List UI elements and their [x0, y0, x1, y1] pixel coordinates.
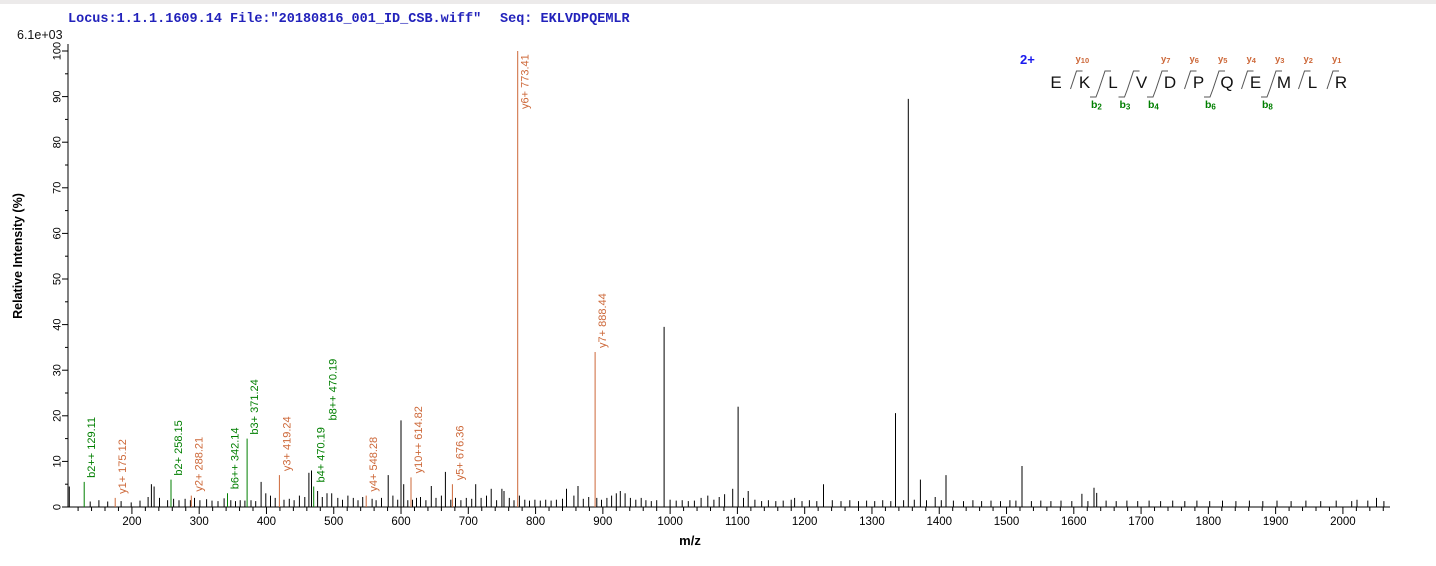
peak-label: y2+ 288.21 [193, 437, 205, 492]
y-tick-label: 60 [52, 227, 64, 239]
y-axis-ticks: 0 10 20 30 40 50 60 70 80 90 100 [52, 42, 68, 510]
x-tick-label: 800 [526, 516, 545, 528]
x-axis-title: m/z [679, 533, 701, 548]
y-ion-label: y3 [1275, 54, 1284, 65]
peak-label: y7+ 888.44 [597, 293, 609, 348]
x-tick-label: 1600 [1061, 516, 1087, 528]
y-tick-label: 80 [52, 136, 64, 148]
x-tick-label: 2000 [1330, 516, 1356, 528]
residue-letter: L [1108, 73, 1117, 92]
x-tick-label: 1700 [1128, 516, 1154, 528]
b-fragment-mark [1204, 88, 1214, 98]
fragment-mark [1098, 70, 1111, 90]
fragment-mark [1326, 70, 1339, 90]
residue-letter: K [1079, 73, 1091, 92]
y-tick-label: 40 [52, 318, 64, 330]
fragment-mark [1127, 70, 1140, 90]
peak-label: b2++ 129.11 [86, 417, 98, 478]
x-tick-label: 600 [391, 516, 410, 528]
y-ion-label: y2 [1304, 54, 1313, 65]
x-tick-label: 200 [122, 516, 141, 528]
y-tick-label: 0 [52, 504, 64, 510]
axes [67, 44, 1390, 508]
peak-label: y5+ 676.36 [454, 425, 466, 480]
x-tick-label: 1500 [994, 516, 1020, 528]
fragment-mark [1155, 70, 1168, 90]
residue-letter: E [1050, 73, 1061, 92]
residue-letter: P [1193, 73, 1204, 92]
labeled-peaks: b2++ 129.11 y1+ 175.12 b2+ 258.15 y2+ 288.2… [83, 51, 609, 507]
fragment-mark [1269, 70, 1282, 90]
peak-label: y6+ 773.41 [520, 54, 532, 109]
x-tick-label: 1800 [1196, 516, 1222, 528]
x-tick-label: 1900 [1263, 516, 1289, 528]
intensity-scale-label: 6.1e+03 [17, 28, 63, 42]
y-tick-label: 90 [52, 90, 64, 102]
peak-label: y10++ 614.82 [413, 406, 425, 473]
fragment-mark [1298, 70, 1311, 90]
b-ion-label: b3 [1120, 99, 1131, 112]
b-ion-label: b4 [1148, 99, 1159, 112]
peak-label: b3+ 371.24 [249, 379, 261, 434]
locus-file-header: Locus:1.1.1.1609.14 File:"20180816_001_I… [68, 12, 482, 27]
peak-label: b2+ 258.15 [173, 420, 185, 475]
x-tick-label: 700 [459, 516, 478, 528]
residue-letter: E [1250, 73, 1261, 92]
fragment-mark [1241, 70, 1254, 90]
y-ion-label: y10 [1076, 54, 1090, 65]
peak-label: b6++ 342.14 [230, 428, 242, 490]
y-tick-label: 70 [52, 182, 64, 194]
residue-letter: D [1164, 73, 1176, 92]
x-tick-label: 400 [257, 516, 276, 528]
y-ion-label: y5 [1218, 54, 1227, 65]
mass-spectrum-plot[interactable]: 0 10 20 30 40 50 60 70 80 90 100 200 300 400 500 600 700… [0, 4, 1436, 566]
fragment-mark [1184, 70, 1197, 90]
x-tick-label: 1000 [657, 516, 683, 528]
residue-letter: M [1277, 73, 1291, 92]
x-tick-label: 1400 [926, 516, 952, 528]
fragment-mark [1070, 70, 1083, 90]
b-ion-label: b2 [1091, 99, 1102, 112]
y-ion-label: y7 [1161, 54, 1170, 65]
residue-letter: Q [1220, 73, 1233, 92]
y-ion-label: y6 [1190, 54, 1199, 65]
seq-label: Seq: [500, 12, 541, 27]
x-tick-label: 900 [593, 516, 612, 528]
y-tick-label: 50 [52, 273, 64, 285]
seq-value: EKLVDPQEMLR [540, 12, 630, 27]
y-ion-label: y4 [1247, 54, 1257, 65]
b-fragment-mark [1261, 88, 1271, 98]
x-tick-label: 500 [324, 516, 343, 528]
peak-label: y4+ 548.28 [368, 437, 380, 492]
y-tick-label: 10 [52, 455, 64, 467]
residue-letter: R [1335, 73, 1347, 92]
residue-letter: L [1308, 73, 1317, 92]
y-ion-label: y1 [1332, 54, 1341, 65]
b-ion-label: b6 [1205, 99, 1216, 112]
sequence-header: Seq: EKLVDPQEMLR [500, 12, 630, 27]
residue-letter: V [1136, 73, 1148, 92]
x-tick-label: 1300 [859, 516, 885, 528]
y-tick-label: 100 [52, 42, 64, 60]
b-fragment-mark [1118, 88, 1128, 98]
peak-label: y1+ 175.12 [117, 439, 129, 494]
peak-label: b8++ 470.19 [328, 359, 340, 421]
x-tick-label: 300 [190, 516, 209, 528]
fragment-mark [1212, 70, 1225, 90]
b-fragment-mark [1090, 88, 1100, 98]
b-ion-label: b8 [1262, 99, 1273, 112]
unlabeled-peaks [68, 98, 1385, 507]
b-fragment-mark [1147, 88, 1157, 98]
y-tick-label: 20 [52, 410, 64, 422]
peak-label: y3+ 419.24 [281, 416, 293, 471]
x-axis-ticks: 200 300 400 500 600 700 800 900 1000 1100 1200 1300… [77, 507, 1384, 528]
y-tick-label: 30 [52, 364, 64, 376]
x-tick-label: 1100 [725, 516, 750, 528]
x-tick-label: 1200 [792, 516, 818, 528]
y-axis-title: Relative Intensity (%) [11, 193, 25, 319]
precursor-charge: 2+ [1020, 52, 1035, 67]
peak-label: b4+ 470.19 [316, 427, 328, 482]
